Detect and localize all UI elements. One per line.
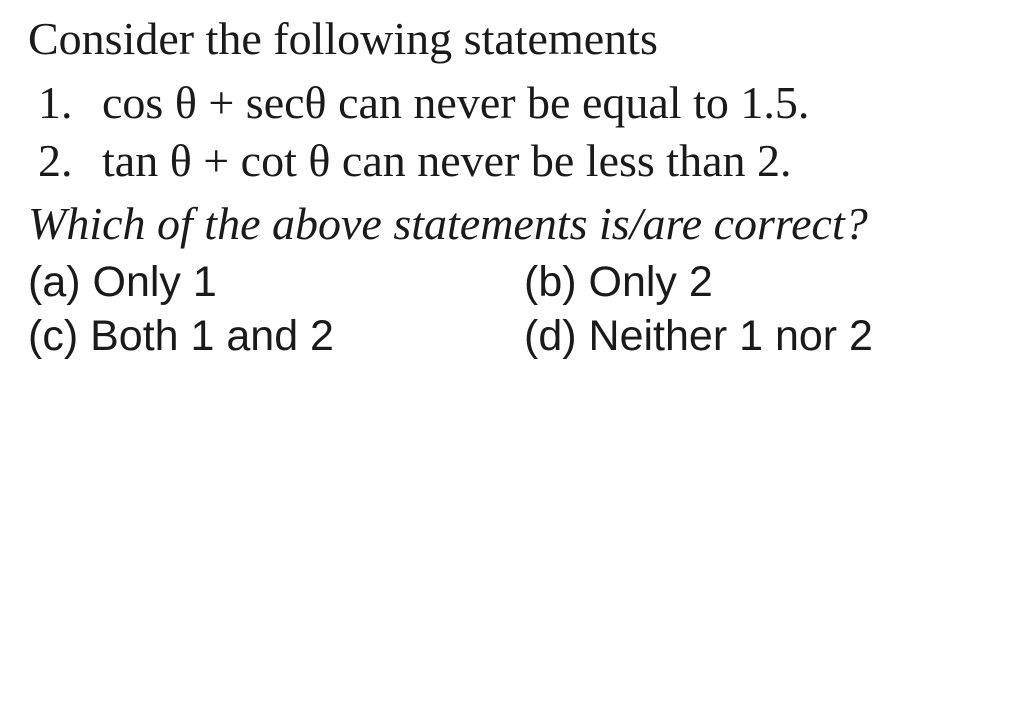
statement-1-text: cos θ + secθ can never be equal to 1.5. <box>102 74 996 133</box>
options-grid: (a) Only 1 (b) Only 2 (c) Both 1 and 2 (… <box>28 256 996 364</box>
option-a[interactable]: (a) Only 1 <box>28 256 500 310</box>
option-c-text: Both 1 and 2 <box>90 312 334 360</box>
option-a-label: (a) <box>28 258 81 306</box>
option-b[interactable]: (b) Only 2 <box>524 256 996 310</box>
option-b-label: (b) <box>524 258 577 306</box>
statement-2-text: tan θ + cot θ can never be less than 2. <box>102 132 996 191</box>
option-d-text: Neither 1 nor 2 <box>589 312 873 360</box>
which-correct-prompt: Which of the above statements is/are cor… <box>28 195 996 254</box>
statement-2: 2. tan θ + cot θ can never be less than … <box>28 132 996 191</box>
question-stem: Consider the following statements <box>28 10 996 68</box>
statement-1-number: 1. <box>28 74 102 133</box>
statement-2-number: 2. <box>28 132 102 191</box>
option-a-text: Only 1 <box>93 258 217 306</box>
statement-1: 1. cos θ + secθ can never be equal to 1.… <box>28 74 996 133</box>
option-d-label: (d) <box>524 312 577 360</box>
option-d[interactable]: (d) Neither 1 nor 2 <box>524 310 996 364</box>
option-c-label: (c) <box>28 312 78 360</box>
option-b-text: Only 2 <box>589 258 713 306</box>
option-c[interactable]: (c) Both 1 and 2 <box>28 310 500 364</box>
